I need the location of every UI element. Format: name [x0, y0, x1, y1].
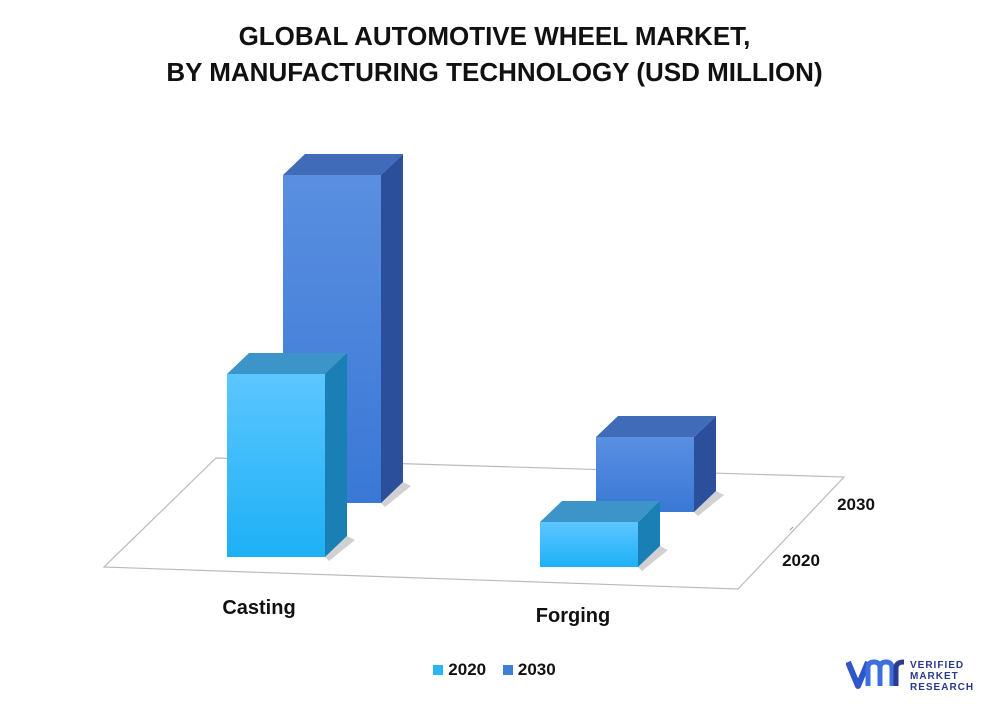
- bar-2020-casting: [227, 353, 355, 561]
- category-label-forging: Forging: [536, 605, 610, 627]
- depth-axis-tick: [789, 526, 794, 531]
- legend-item-2030: 2030: [502, 660, 556, 680]
- chart-title-line1: GLOBAL AUTOMOTIVE WHEEL MARKET,: [238, 21, 751, 51]
- bar-top-face: [540, 501, 660, 522]
- vmr-logo-line1: VERIFIED: [910, 660, 965, 671]
- depth-label-2030: 2030: [837, 495, 875, 514]
- bar-2020-forging: [540, 501, 668, 571]
- chart-title-line2: BY MANUFACTURING TECHNOLOGY (USD MILLION…: [166, 57, 823, 87]
- legend-swatch-2020: [433, 665, 444, 675]
- legend-label-2030: 2030: [517, 660, 556, 679]
- vmr-logo-line2: MARKET: [910, 671, 959, 682]
- legend-swatch-2030: [502, 665, 513, 675]
- vmr-logo: VERIFIED MARKET RESEARCH: [845, 654, 986, 698]
- bar-top-face: [227, 353, 347, 374]
- depth-label-2020: 2020: [782, 551, 820, 570]
- bar-side-face: [381, 154, 403, 503]
- bar-top-face: [283, 154, 403, 175]
- vmr-logo-text: VERIFIED MARKET RESEARCH: [910, 660, 974, 693]
- chart-floor: [102, 457, 846, 590]
- legend: 2020 2030: [0, 660, 989, 680]
- chart-title: GLOBAL AUTOMOTIVE WHEEL MARKET, BY MANUF…: [0, 18, 989, 90]
- bar-front-face: [540, 522, 638, 567]
- bar-side-face: [325, 353, 347, 557]
- bar-side-face: [638, 501, 660, 567]
- bar-top-face: [596, 416, 716, 437]
- vmr-logo-line3: RESEARCH: [910, 682, 975, 693]
- legend-item-2020: 2020: [433, 660, 486, 680]
- bar-2030-forging: [596, 416, 724, 516]
- bar-front-face: [596, 437, 694, 512]
- legend-label-2020: 2020: [448, 660, 487, 679]
- bar-shadow: [694, 491, 724, 516]
- bar-shadow: [638, 546, 668, 571]
- category-label-casting: Casting: [222, 597, 295, 619]
- bar-shadow: [381, 482, 411, 507]
- vmr-logo-mark-icon: [845, 659, 905, 689]
- bar-shadow: [325, 536, 355, 561]
- bar-side-face: [694, 416, 716, 512]
- bar-front-face: [227, 374, 325, 557]
